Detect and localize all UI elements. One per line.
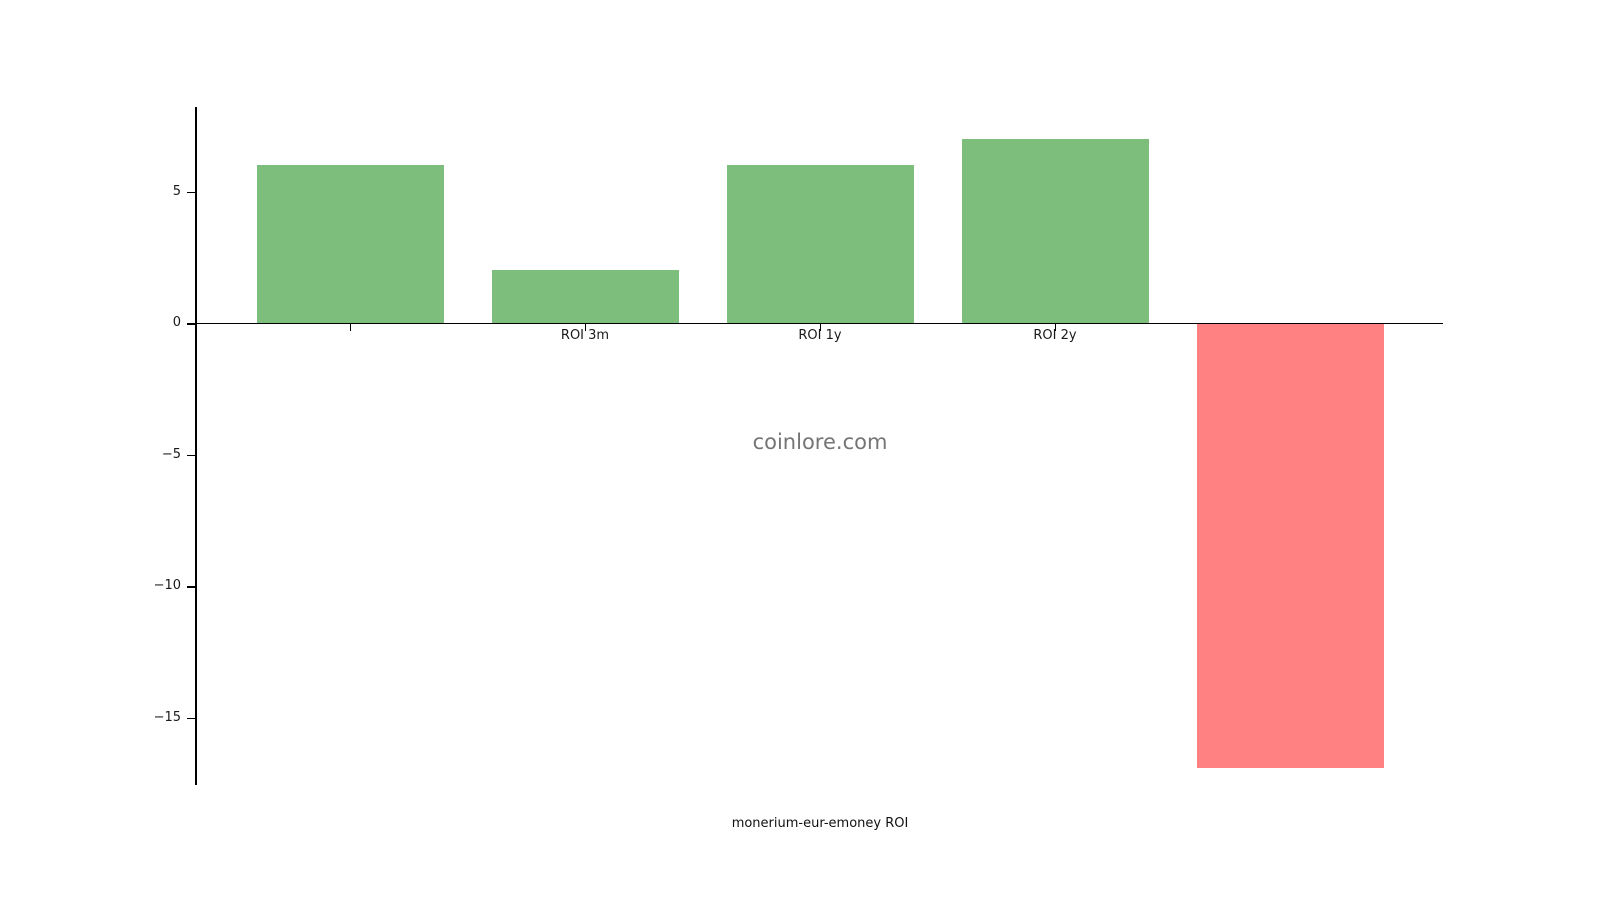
x-tick-label: ROI 1y (798, 328, 842, 343)
x-tick (1055, 324, 1057, 331)
y-tick-label: −15 (153, 709, 181, 725)
x-tick (820, 324, 822, 331)
x-axis-line (195, 323, 1443, 325)
chart-title: monerium-eur-emoney ROI (731, 816, 909, 831)
x-tick-label: ROI 2y (1033, 328, 1077, 343)
y-tick (187, 323, 195, 325)
bar-unlabeled-4 (1196, 324, 1384, 769)
y-tick (187, 191, 195, 193)
x-tick (350, 324, 352, 331)
bar-roi-1y (726, 165, 914, 323)
bar-unlabeled-0 (256, 165, 444, 323)
bar-roi-3m (491, 270, 679, 323)
y-tick (187, 717, 195, 719)
x-tick (585, 324, 587, 331)
y-tick-label: −5 (161, 446, 181, 462)
y-tick (187, 586, 195, 588)
y-tick (187, 454, 195, 456)
y-tick-label: 5 (172, 183, 181, 199)
x-tick-label: ROI 3m (560, 328, 610, 343)
y-axis-spine (195, 107, 197, 785)
watermark-text: coinlore.com (752, 430, 888, 454)
y-tick-label: 0 (172, 315, 181, 330)
bar-roi-2y (961, 138, 1149, 323)
y-tick-label: −10 (153, 578, 181, 593)
